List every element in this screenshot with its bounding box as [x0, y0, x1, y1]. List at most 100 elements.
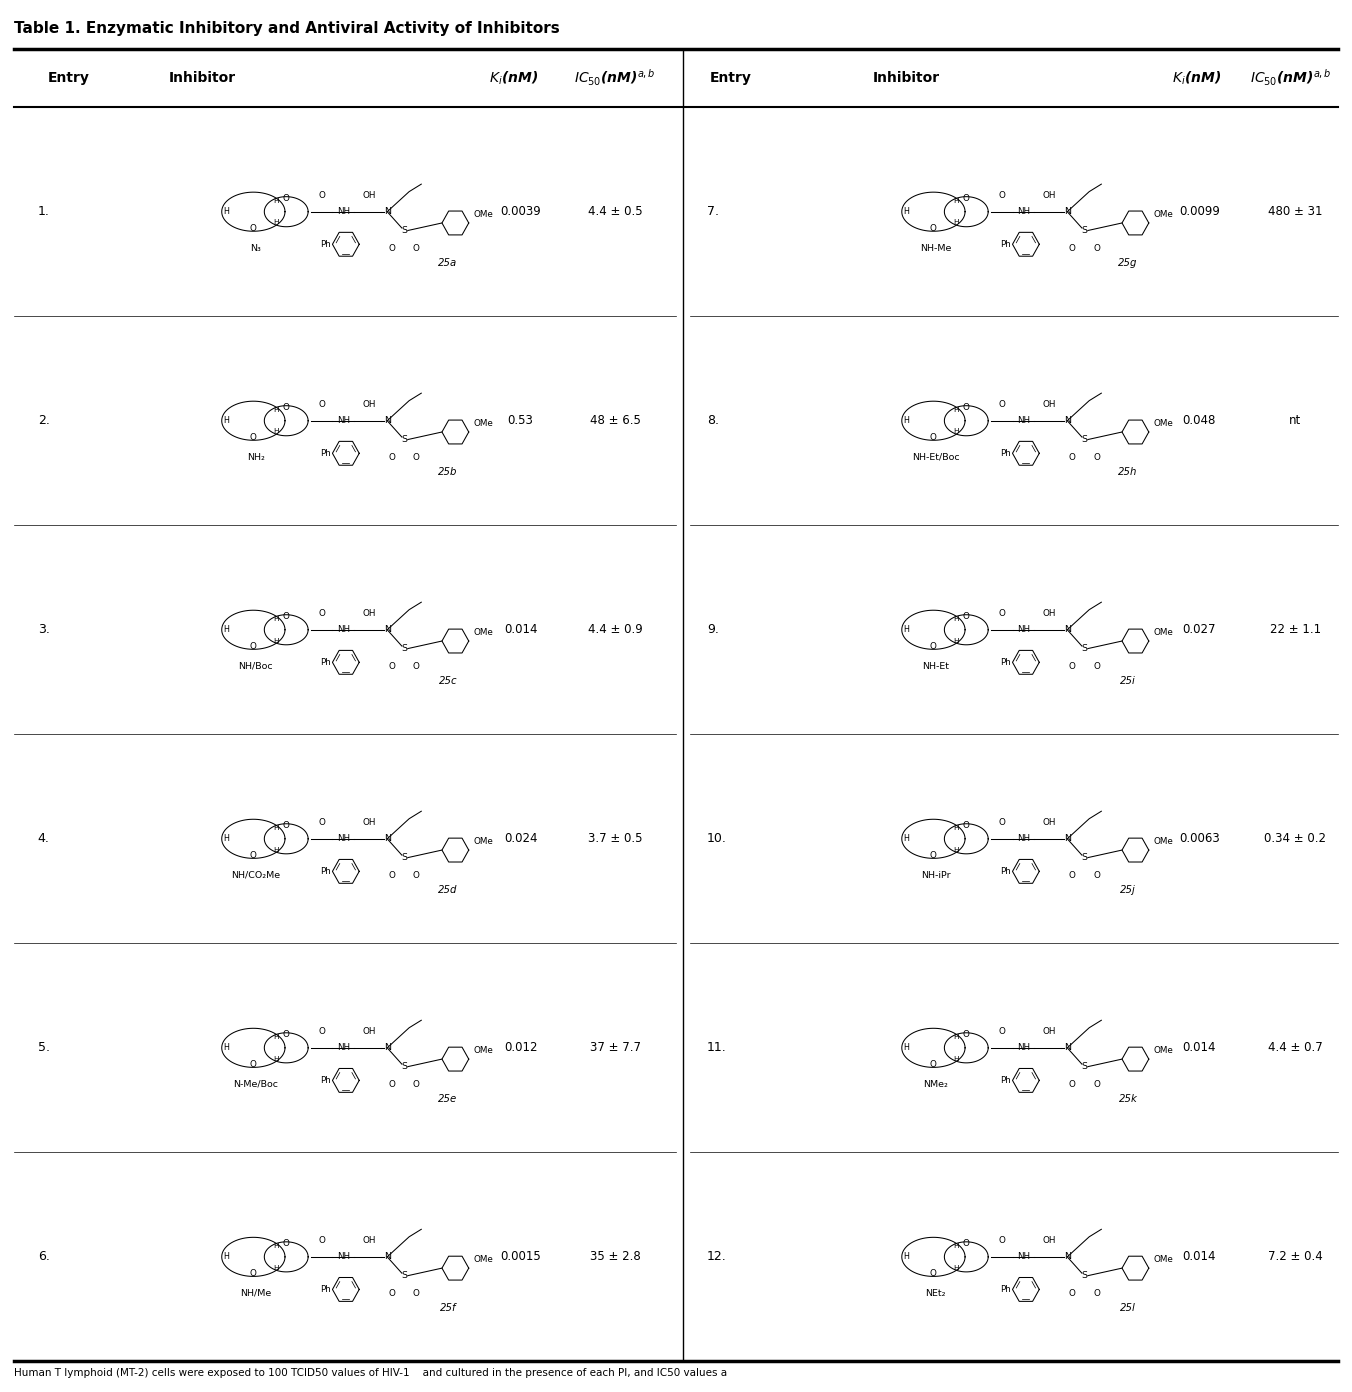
Text: NH: NH	[337, 207, 350, 216]
Text: O: O	[1068, 870, 1076, 880]
Text: 25f: 25f	[439, 1303, 457, 1313]
Text: 22 ± 1.1: 22 ± 1.1	[1270, 624, 1321, 636]
Text: N₃: N₃	[250, 244, 261, 253]
Text: O: O	[250, 1059, 257, 1069]
Text: O: O	[998, 1027, 1005, 1036]
Text: S: S	[1082, 853, 1087, 862]
Text: OMe: OMe	[1153, 419, 1174, 429]
Text: 8.: 8.	[707, 415, 719, 427]
Text: $IC_{50}$(nM)$^{a,b}$: $IC_{50}$(nM)$^{a,b}$	[575, 68, 656, 88]
Text: O: O	[1092, 661, 1101, 671]
Text: NH-Et/Boc: NH-Et/Boc	[913, 452, 960, 462]
Text: NH/Boc: NH/Boc	[238, 661, 273, 671]
Text: H: H	[273, 846, 279, 852]
Text: O: O	[963, 404, 969, 412]
Text: Ph: Ph	[1000, 448, 1011, 458]
Text: OH: OH	[362, 1027, 376, 1036]
Text: 25a: 25a	[438, 258, 458, 269]
Text: 0.014: 0.014	[504, 624, 537, 636]
Text: H: H	[273, 638, 279, 643]
Text: 0.0063: 0.0063	[1179, 832, 1220, 845]
Text: O: O	[963, 1239, 969, 1249]
Text: H: H	[953, 846, 959, 852]
Text: O: O	[250, 1270, 257, 1278]
Text: H: H	[273, 406, 279, 413]
Text: Ph: Ph	[320, 867, 331, 876]
Text: O: O	[998, 191, 1005, 200]
Text: H: H	[273, 617, 279, 622]
Text: 4.: 4.	[38, 832, 50, 845]
Text: Ph: Ph	[320, 1285, 331, 1295]
Text: H: H	[273, 1243, 279, 1249]
Text: OH: OH	[362, 1236, 376, 1244]
Text: 4.4 ± 0.5: 4.4 ± 0.5	[588, 205, 642, 219]
Text: N: N	[1064, 1044, 1071, 1052]
Text: NMe₂: NMe₂	[923, 1080, 948, 1089]
Text: N: N	[1064, 834, 1071, 844]
Text: Table 1. Enzymatic Inhibitory and Antiviral Activity of Inhibitors: Table 1. Enzymatic Inhibitory and Antivi…	[14, 21, 560, 36]
Text: H: H	[903, 207, 910, 216]
Text: NEt₂: NEt₂	[926, 1289, 946, 1297]
Text: O: O	[1068, 244, 1076, 252]
Text: O: O	[412, 661, 420, 671]
Text: H: H	[273, 1055, 279, 1062]
Text: O: O	[412, 1080, 420, 1089]
Text: O: O	[1092, 244, 1101, 252]
Text: O: O	[963, 821, 969, 830]
Text: 25d: 25d	[438, 885, 458, 895]
Text: OMe: OMe	[473, 838, 493, 846]
Text: 0.024: 0.024	[504, 832, 537, 845]
Text: OMe: OMe	[1153, 210, 1174, 219]
Text: 37 ± 7.7: 37 ± 7.7	[589, 1041, 641, 1054]
Text: N-Me/Boc: N-Me/Boc	[234, 1080, 279, 1089]
Text: O: O	[998, 400, 1005, 409]
Text: NH: NH	[1017, 834, 1030, 844]
Text: O: O	[388, 661, 396, 671]
Text: H: H	[903, 416, 910, 425]
Text: H: H	[953, 1243, 959, 1249]
Text: N: N	[1064, 416, 1071, 425]
Text: O: O	[318, 191, 324, 200]
Text: H: H	[223, 834, 230, 844]
Text: $K_i$(nM): $K_i$(nM)	[1172, 70, 1221, 86]
Text: OH: OH	[1042, 400, 1056, 409]
Text: S: S	[402, 1062, 407, 1070]
Text: O: O	[963, 612, 969, 621]
Text: 0.027: 0.027	[1183, 624, 1215, 636]
Text: O: O	[998, 818, 1005, 827]
Text: OMe: OMe	[1153, 1047, 1174, 1055]
Text: 1.: 1.	[38, 205, 50, 219]
Text: 0.0015: 0.0015	[500, 1250, 541, 1264]
Text: 480 ± 31: 480 ± 31	[1268, 205, 1322, 219]
Text: S: S	[402, 853, 407, 862]
Text: Human T lymphoid (MT-2) cells were exposed to 100 TCID50 values of HIV-1    and : Human T lymphoid (MT-2) cells were expos…	[14, 1368, 726, 1378]
Text: O: O	[283, 404, 289, 412]
Text: H: H	[273, 825, 279, 831]
Text: O: O	[318, 1236, 324, 1244]
Text: OMe: OMe	[473, 628, 493, 638]
Text: 25h: 25h	[1118, 468, 1138, 477]
Text: 6.: 6.	[38, 1250, 50, 1264]
Text: N: N	[384, 834, 391, 844]
Text: O: O	[1092, 1289, 1101, 1297]
Text: O: O	[250, 433, 257, 441]
Text: H: H	[903, 625, 910, 635]
Text: H: H	[273, 1034, 279, 1040]
Text: N: N	[1064, 207, 1071, 216]
Text: S: S	[1082, 436, 1087, 444]
Text: O: O	[412, 870, 420, 880]
Text: O: O	[283, 193, 289, 203]
Text: NH: NH	[337, 834, 350, 844]
Text: 3.: 3.	[38, 624, 50, 636]
Text: NH: NH	[337, 1253, 350, 1261]
Text: NH: NH	[1017, 416, 1030, 425]
Text: 0.012: 0.012	[504, 1041, 537, 1054]
Text: 0.014: 0.014	[1183, 1041, 1215, 1054]
Text: O: O	[388, 452, 396, 462]
Text: O: O	[412, 1289, 420, 1297]
Text: Inhibitor: Inhibitor	[872, 71, 940, 85]
Text: H: H	[223, 416, 230, 425]
Text: nt: nt	[1288, 415, 1302, 427]
Text: NH-Et: NH-Et	[922, 661, 949, 671]
Text: $IC_{50}$(nM)$^{a,b}$: $IC_{50}$(nM)$^{a,b}$	[1251, 68, 1332, 88]
